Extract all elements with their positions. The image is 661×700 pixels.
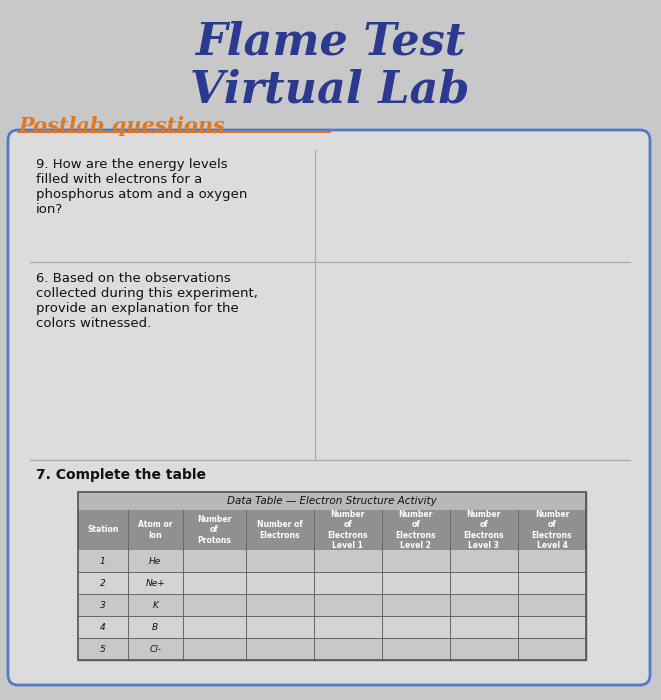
- Text: Number
of
Electrons
Level 3: Number of Electrons Level 3: [463, 510, 504, 550]
- Text: 9. How are the energy levels
filled with electrons for a
phosphorus atom and a o: 9. How are the energy levels filled with…: [36, 158, 247, 216]
- Text: 2: 2: [100, 578, 106, 587]
- Text: Number
of
Electrons
Level 4: Number of Electrons Level 4: [531, 510, 572, 550]
- Text: 7. Complete the table: 7. Complete the table: [36, 468, 206, 482]
- Text: Atom or
Ion: Atom or Ion: [138, 520, 173, 540]
- Text: Virtual Lab: Virtual Lab: [190, 69, 470, 111]
- Text: Postlab questions: Postlab questions: [18, 116, 225, 136]
- Text: 1: 1: [100, 556, 106, 566]
- Text: K: K: [152, 601, 158, 610]
- Text: Ne+: Ne+: [145, 578, 165, 587]
- Text: Cl-: Cl-: [149, 645, 161, 654]
- Text: 3: 3: [100, 601, 106, 610]
- Text: 6. Based on the observations
collected during this experiment,
provide an explan: 6. Based on the observations collected d…: [36, 272, 258, 330]
- Text: Number
of
Protons: Number of Protons: [197, 515, 231, 545]
- Bar: [78, 594, 586, 616]
- Text: B: B: [152, 622, 159, 631]
- Bar: [78, 616, 586, 638]
- Text: Station: Station: [87, 526, 118, 535]
- FancyBboxPatch shape: [8, 130, 650, 685]
- Bar: [78, 492, 586, 510]
- Bar: [78, 550, 586, 572]
- Text: He: He: [149, 556, 161, 566]
- Bar: [78, 638, 586, 660]
- Bar: [78, 492, 586, 660]
- Bar: [78, 572, 586, 594]
- Bar: [78, 510, 586, 550]
- Text: Number
of
Electrons
Level 2: Number of Electrons Level 2: [395, 510, 436, 550]
- Text: Flame Test: Flame Test: [195, 20, 465, 64]
- Text: Data Table — Electron Structure Activity: Data Table — Electron Structure Activity: [227, 496, 437, 506]
- Text: 5: 5: [100, 645, 106, 654]
- Text: Number of
Electrons: Number of Electrons: [256, 520, 303, 540]
- Text: 4: 4: [100, 622, 106, 631]
- Text: Number
of
Electrons
Level 1: Number of Electrons Level 1: [327, 510, 368, 550]
- Bar: [78, 492, 586, 660]
